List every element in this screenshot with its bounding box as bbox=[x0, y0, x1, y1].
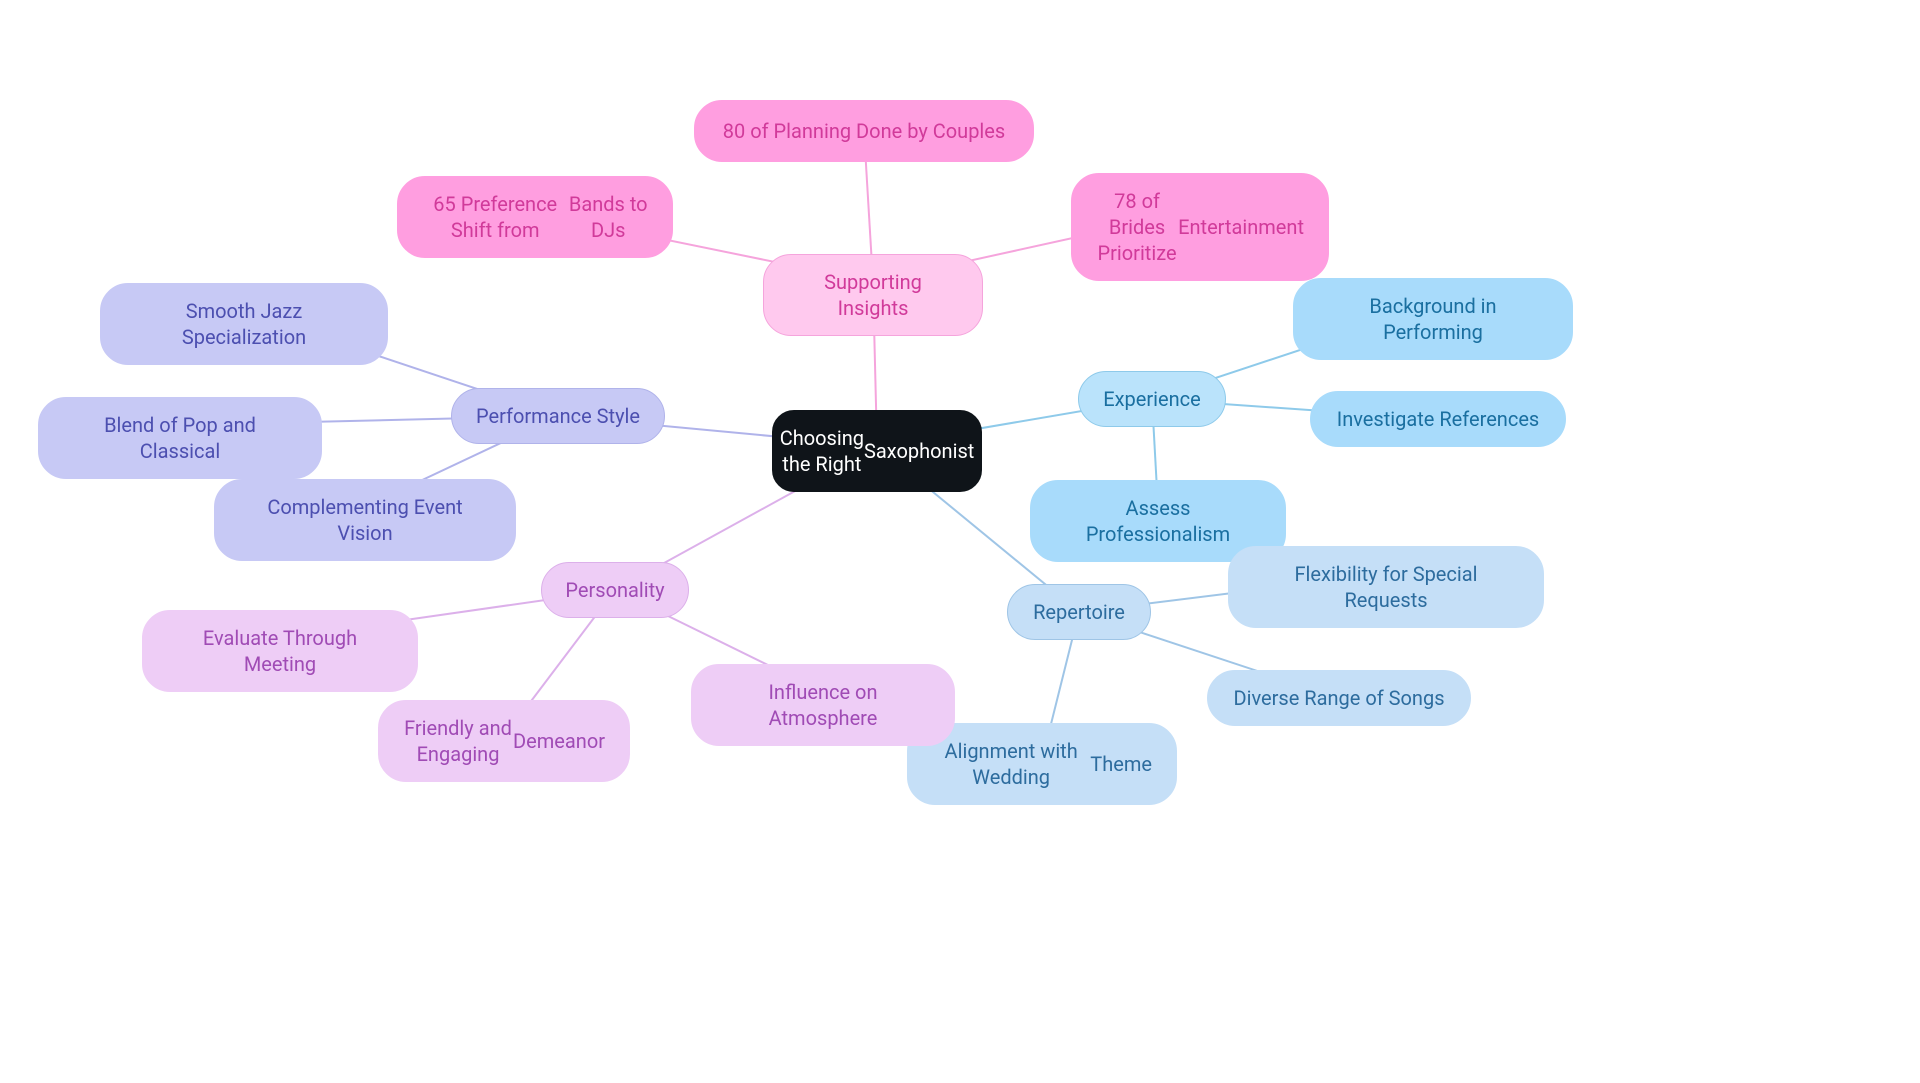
node-text: Performance Style bbox=[476, 403, 640, 429]
leaf-insights-2: 78 of Brides PrioritizeEntertainment bbox=[1071, 173, 1329, 281]
node-text: Personality bbox=[565, 577, 664, 603]
node-text: Investigate References bbox=[1337, 406, 1540, 432]
leaf-personality-1: Friendly and EngagingDemeanor bbox=[378, 700, 630, 782]
node-text: 80 of Planning Done by Couples bbox=[723, 118, 1005, 144]
node-text: Saxophonist bbox=[864, 438, 974, 464]
node-text: Friendly and Engaging bbox=[403, 715, 513, 767]
node-text: Evaluate Through Meeting bbox=[167, 625, 393, 677]
leaf-personality-2: Evaluate Through Meeting bbox=[142, 610, 418, 692]
node-text: Bands to DJs bbox=[568, 191, 648, 243]
branch-insights: Supporting Insights bbox=[763, 254, 983, 336]
branch-repertoire: Repertoire bbox=[1007, 584, 1151, 640]
node-text: Influence on Atmosphere bbox=[716, 679, 930, 731]
node-text: Smooth Jazz Specialization bbox=[125, 298, 363, 350]
node-text: Flexibility for Special Requests bbox=[1253, 561, 1519, 613]
leaf-repertoire-0: Flexibility for Special Requests bbox=[1228, 546, 1544, 628]
leaf-insights-0: 65 Preference Shift fromBands to DJs bbox=[397, 176, 673, 258]
node-text: Assess Professionalism bbox=[1055, 495, 1261, 547]
leaf-style-2: Complementing Event Vision bbox=[214, 479, 516, 561]
leaf-repertoire-1: Diverse Range of Songs bbox=[1207, 670, 1471, 726]
center-node: Choosing the RightSaxophonist bbox=[772, 410, 982, 492]
leaf-style-0: Smooth Jazz Specialization bbox=[100, 283, 388, 365]
node-text: Repertoire bbox=[1033, 599, 1125, 625]
node-text: Supporting Insights bbox=[788, 269, 958, 321]
branch-personality: Personality bbox=[541, 562, 689, 618]
node-text: Choosing the Right bbox=[780, 425, 864, 477]
leaf-experience-0: Background in Performing bbox=[1293, 278, 1573, 360]
node-text: Blend of Pop and Classical bbox=[63, 412, 297, 464]
node-text: Experience bbox=[1103, 386, 1201, 412]
leaf-insights-1: 80 of Planning Done by Couples bbox=[694, 100, 1034, 162]
node-text: Theme bbox=[1090, 751, 1152, 777]
node-text: Demeanor bbox=[513, 728, 605, 754]
leaf-personality-0: Influence on Atmosphere bbox=[691, 664, 955, 746]
node-text: Alignment with Wedding bbox=[932, 738, 1090, 790]
node-text: 78 of Brides Prioritize bbox=[1096, 188, 1178, 266]
node-text: Diverse Range of Songs bbox=[1233, 685, 1444, 711]
node-text: Background in Performing bbox=[1318, 293, 1548, 345]
leaf-style-1: Blend of Pop and Classical bbox=[38, 397, 322, 479]
node-text: Complementing Event Vision bbox=[239, 494, 491, 546]
leaf-experience-1: Investigate References bbox=[1310, 391, 1566, 447]
branch-experience: Experience bbox=[1078, 371, 1226, 427]
branch-style: Performance Style bbox=[451, 388, 665, 444]
node-text: 65 Preference Shift from bbox=[422, 191, 568, 243]
node-text: Entertainment bbox=[1178, 214, 1304, 240]
